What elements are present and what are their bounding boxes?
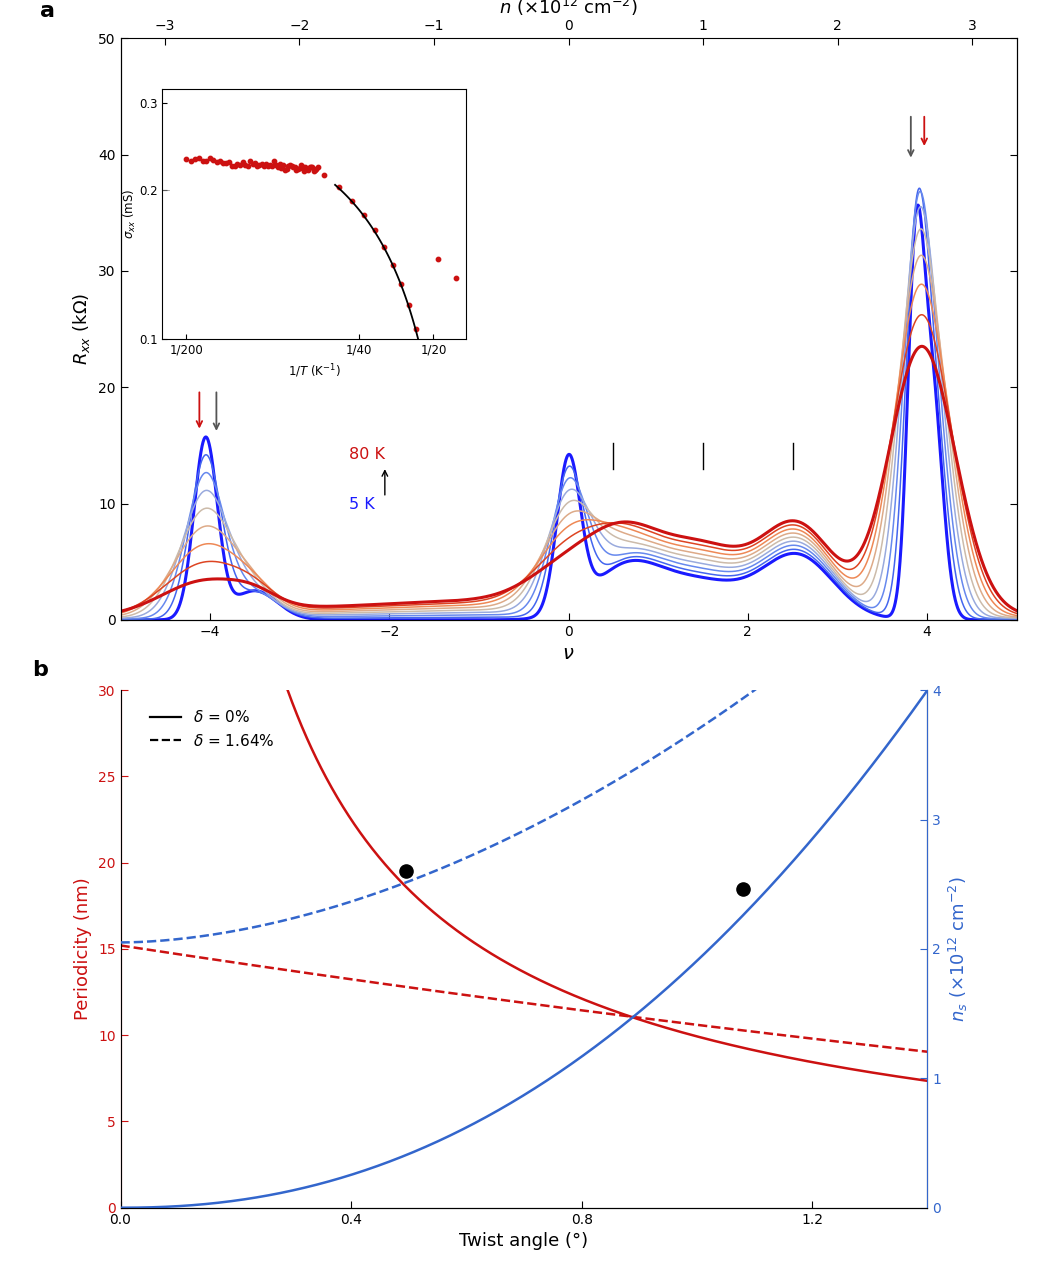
Point <box>288 160 305 180</box>
X-axis label: $1/T$ (K$^{-1}$): $1/T$ (K$^{-1}$) <box>288 362 341 380</box>
Text: 5 K: 5 K <box>349 497 375 512</box>
Point <box>275 155 291 175</box>
Point <box>305 160 322 180</box>
Point <box>291 158 308 179</box>
Point <box>232 155 248 175</box>
Y-axis label: $n_s$ ($\times$10$^{12}$ cm$^{-2}$): $n_s$ ($\times$10$^{12}$ cm$^{-2}$) <box>946 875 969 1022</box>
Point <box>271 153 288 174</box>
Point <box>294 157 311 178</box>
Point <box>308 158 325 179</box>
Point <box>226 156 243 176</box>
Point <box>260 156 277 176</box>
Point <box>292 155 309 175</box>
Point <box>303 156 320 176</box>
Point <box>187 150 203 170</box>
Point <box>344 190 361 211</box>
Point <box>237 155 254 175</box>
Point <box>285 157 302 178</box>
Point <box>204 150 221 170</box>
Point <box>408 320 424 340</box>
Point <box>244 153 261 174</box>
Point <box>297 157 313 178</box>
Point <box>254 153 270 174</box>
Point <box>230 153 246 174</box>
Point <box>414 345 431 366</box>
Point <box>212 151 228 171</box>
Point <box>191 148 208 169</box>
Point <box>256 156 272 176</box>
Point <box>278 158 294 179</box>
Point <box>420 376 437 396</box>
Point <box>218 152 235 173</box>
Point <box>330 178 347 198</box>
Point <box>315 165 332 185</box>
Point <box>355 204 372 225</box>
Point <box>262 155 279 175</box>
Point <box>178 150 195 170</box>
Point <box>430 249 446 270</box>
Point <box>449 267 465 288</box>
Point <box>182 151 199 171</box>
Point <box>735 878 751 898</box>
Point <box>263 156 280 176</box>
Point <box>286 157 303 178</box>
Point <box>201 148 218 169</box>
Y-axis label: $\sigma_{xx}$ (mS): $\sigma_{xx}$ (mS) <box>122 189 137 239</box>
Point <box>215 152 232 173</box>
Point <box>198 151 215 171</box>
Point <box>393 273 410 294</box>
Point <box>248 156 265 176</box>
Point <box>280 156 297 176</box>
Point <box>282 155 299 175</box>
X-axis label: Twist angle (°): Twist angle (°) <box>459 1232 589 1250</box>
Point <box>272 157 289 178</box>
Point <box>252 155 268 175</box>
Point <box>209 152 225 173</box>
Point <box>258 153 275 174</box>
Y-axis label: Periodicity (nm): Periodicity (nm) <box>74 878 92 1020</box>
Point <box>398 861 415 882</box>
Point <box>296 161 312 181</box>
Point <box>221 151 238 171</box>
Point <box>242 151 259 171</box>
Point <box>289 158 306 179</box>
Point <box>194 151 211 171</box>
Point <box>283 156 300 176</box>
Text: 80 K: 80 K <box>349 447 385 463</box>
Point <box>267 155 284 175</box>
Point <box>239 156 256 176</box>
Point <box>223 156 240 176</box>
Point <box>307 160 324 180</box>
Point <box>301 157 318 178</box>
Point <box>235 152 252 173</box>
Point <box>299 158 315 179</box>
Point <box>269 157 286 178</box>
Point <box>400 295 417 316</box>
Text: a: a <box>40 1 54 20</box>
Text: b: b <box>31 659 47 680</box>
X-axis label: $\nu$: $\nu$ <box>563 644 574 663</box>
Point <box>376 236 393 257</box>
X-axis label: $n$ ($\times$10$^{12}$ cm$^{-2}$): $n$ ($\times$10$^{12}$ cm$^{-2}$) <box>499 0 638 18</box>
Legend: $\delta$ = 0%, $\delta$ = 1.64%: $\delta$ = 0%, $\delta$ = 1.64% <box>145 703 281 755</box>
Point <box>366 220 383 240</box>
Point <box>309 157 326 178</box>
Point <box>277 160 293 180</box>
Point <box>265 151 282 171</box>
Y-axis label: $R_{xx}$ (k$\Omega$): $R_{xx}$ (k$\Omega$) <box>71 293 92 366</box>
Point <box>304 157 321 178</box>
Point <box>246 153 263 174</box>
Point <box>385 254 401 275</box>
Point <box>300 160 316 180</box>
